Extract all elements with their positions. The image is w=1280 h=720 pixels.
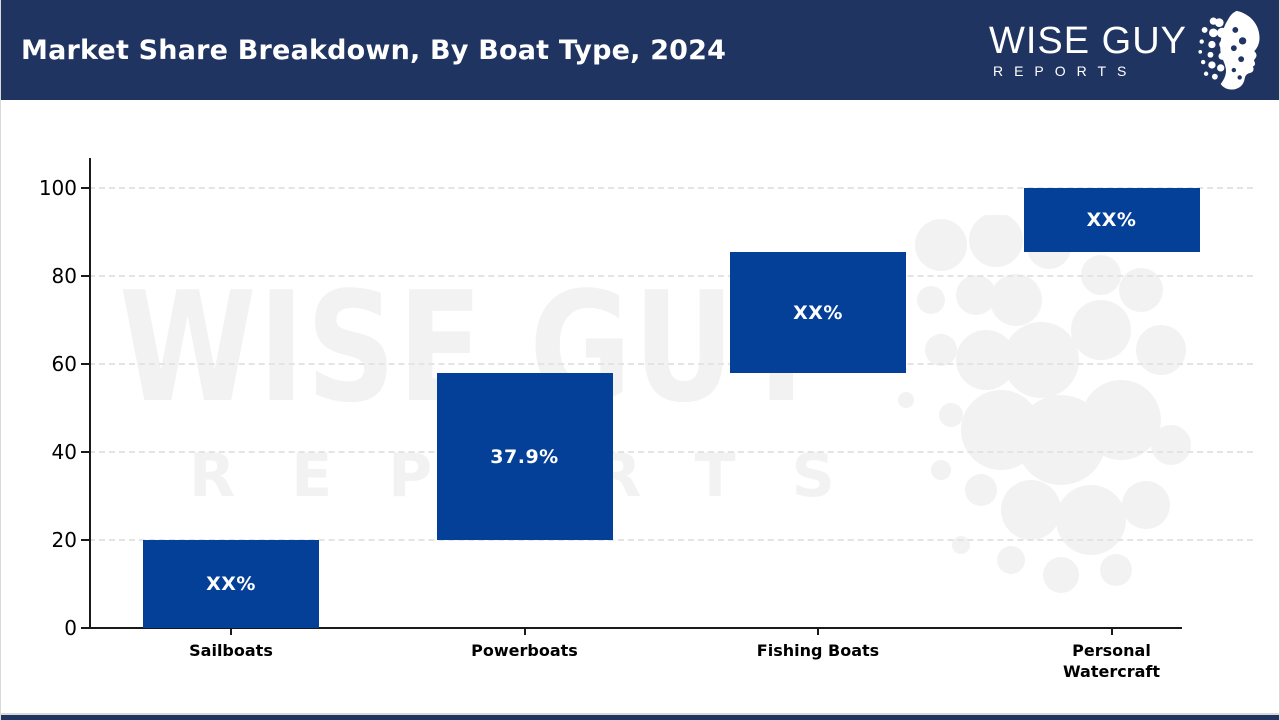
bottom-hairline [1,713,1279,715]
y-gridline [89,363,1253,365]
y-tick [81,451,89,453]
x-tick [817,628,819,635]
bar-value-label: XX% [206,573,256,595]
y-tick [81,363,89,365]
watermark-head-dots [886,215,1191,593]
x-category-label: Sailboats [189,641,273,660]
bar-fishing-boats: XX% [730,251,906,374]
wise-guy-logo: WISE GUY REPORTS [989,8,1267,92]
y-tick-label: 100 [38,176,77,200]
y-axis-line [89,158,91,629]
logo-text: WISE GUY REPORTS [989,22,1187,78]
footer-bar [1,715,1279,720]
y-tick-label: 0 [64,616,77,640]
y-tick-label: 60 [51,352,77,376]
y-tick [81,275,89,277]
y-gridline [89,275,1253,277]
y-tick-label: 20 [51,528,77,552]
y-tick [81,187,89,189]
y-gridline [89,451,1253,453]
logo-wordmark: WISE GUY [988,20,1187,62]
bar-value-label: XX% [1086,208,1137,231]
y-tick-label: 80 [51,264,77,288]
y-tick [81,539,89,541]
header-bar: Market Share Breakdown, By Boat Type, 20… [1,0,1279,100]
x-category-label: Powerboats [471,641,578,660]
bar-personal-watercraft: XX% [1023,188,1200,252]
wise-guy-head-icon [1198,10,1260,90]
x-category-label: Personal Watercraft [1062,641,1161,681]
logo-subtext: REPORTS [992,63,1138,79]
page-title: Market Share Breakdown, By Boat Type, 20… [21,34,727,66]
bar-value-label: 37.9% [490,445,559,468]
x-tick [230,628,232,635]
y-gridline [89,539,1253,541]
y-gridline [89,187,1253,189]
x-tick [523,628,526,635]
y-tick [81,627,89,629]
bar-powerboats: 37.9% [436,373,613,540]
bar-sailboats: XX% [143,540,319,628]
x-axis-line [89,627,1182,629]
y-tick-label: 40 [51,440,77,464]
x-tick [1110,628,1113,635]
x-category-label: Fishing Boats [756,641,880,660]
bar-value-label: XX% [793,301,843,324]
